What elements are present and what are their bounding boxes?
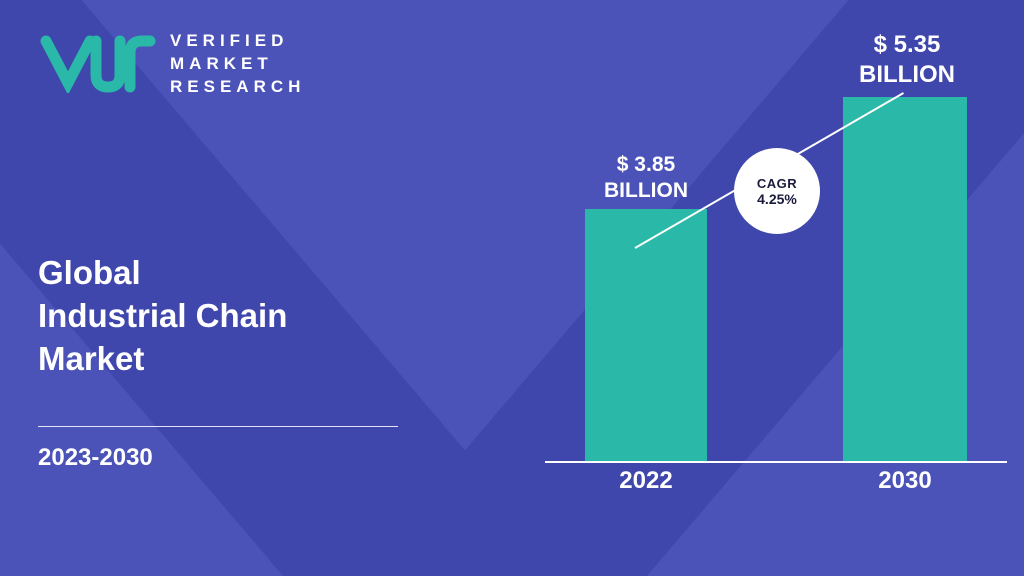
title-block: Global Industrial Chain Market xyxy=(38,252,287,381)
title-line2: Industrial Chain xyxy=(38,295,287,338)
chart-baseline xyxy=(545,461,1007,463)
bar-fill xyxy=(843,97,967,461)
bar-fill xyxy=(585,209,707,461)
cagr-badge: CAGR 4.25% xyxy=(734,148,820,234)
logo-mark-icon xyxy=(38,35,156,93)
cagr-value: 4.25% xyxy=(757,191,797,207)
logo-text-line3: RESEARCH xyxy=(170,76,305,99)
cagr-label: CAGR xyxy=(757,176,797,191)
bar-value-2022: $ 3.85BILLION xyxy=(575,152,717,205)
logo-text-line2: MARKET xyxy=(170,53,305,76)
divider xyxy=(38,426,398,427)
bar-chart: 2022$ 3.85BILLION2030$ 5.35BILLION CAGR … xyxy=(545,0,1007,500)
bar-year-label: 2022 xyxy=(585,467,707,495)
title-line3: Market xyxy=(38,338,287,381)
bar-2022: 2022 xyxy=(585,209,707,461)
bar-value-2030: $ 5.35BILLION xyxy=(835,30,979,90)
logo-text: VERIFIED MARKET RESEARCH xyxy=(170,30,305,99)
logo: VERIFIED MARKET RESEARCH xyxy=(38,30,305,99)
bar-2030: 2030 xyxy=(843,97,967,461)
year-range: 2023-2030 xyxy=(38,444,153,472)
logo-text-line1: VERIFIED xyxy=(170,30,305,53)
title-line1: Global xyxy=(38,252,287,295)
bar-year-label: 2030 xyxy=(843,467,967,495)
